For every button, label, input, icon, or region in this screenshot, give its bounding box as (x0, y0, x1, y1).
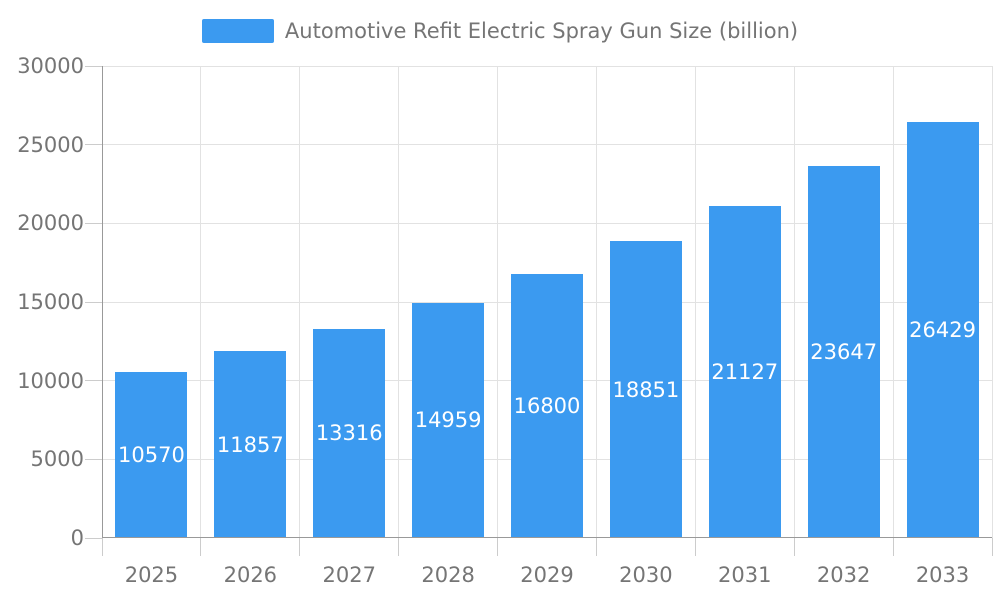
bar-value-label: 18851 (612, 377, 680, 402)
gridline-vertical (299, 66, 301, 538)
gridline-vertical (595, 66, 597, 538)
x-axis-label: 2028 (421, 563, 475, 587)
y-axis-label: 20000 (17, 211, 84, 236)
gridline-vertical (398, 66, 400, 538)
x-axis-label: 2030 (619, 563, 673, 587)
y-axis-tick (85, 301, 102, 303)
y-axis-label: 5000 (30, 447, 84, 472)
gridline-vertical (793, 66, 795, 538)
x-axis-label: 2031 (718, 563, 772, 587)
y-axis-line (102, 66, 103, 538)
x-axis-label: 2032 (816, 563, 871, 587)
gridline-vertical (991, 66, 993, 538)
y-axis-label: 10000 (17, 368, 84, 393)
x-axis-tick (793, 538, 795, 556)
legend-swatch[interactable] (201, 19, 274, 43)
y-axis-tick (85, 65, 102, 67)
bar-value-label: 13316 (315, 421, 383, 446)
bar[interactable] (412, 302, 485, 538)
bar-value-label: 16800 (513, 393, 581, 418)
gridline-vertical (497, 66, 499, 538)
y-axis-tick (85, 380, 102, 382)
x-axis-label: 2025 (124, 563, 179, 587)
bar[interactable] (214, 351, 287, 538)
x-axis-tick (892, 538, 894, 556)
x-axis-tick (200, 538, 202, 556)
x-axis-tick (101, 538, 103, 556)
bar[interactable] (708, 205, 781, 538)
y-axis-tick (85, 144, 102, 146)
y-axis-label: 25000 (17, 132, 84, 157)
plot-area: 0 5000 10000 15000 20000 25000 30000 10570 2025 1… (17, 54, 993, 587)
x-axis-tick (497, 538, 499, 556)
bar-value-label: 23647 (810, 339, 878, 364)
bar[interactable] (511, 273, 583, 538)
x-axis-tick (991, 538, 993, 556)
x-axis-tick (398, 538, 400, 556)
y-axis-label: 0 (70, 526, 84, 550)
y-axis-tick (85, 222, 102, 224)
x-axis-label: 2029 (520, 563, 574, 587)
gridline-horizontal (102, 144, 992, 146)
bar[interactable] (807, 165, 880, 538)
bar-value-label: 14959 (414, 408, 482, 433)
legend: Automotive Refit Electric Spray Gun Size… (0, 19, 1000, 43)
x-axis-label: 2026 (223, 563, 278, 587)
bar[interactable] (609, 241, 682, 538)
bar[interactable] (313, 328, 386, 538)
gridline-vertical (200, 66, 202, 538)
bar-value-label: 10570 (118, 442, 185, 467)
legend-label[interactable]: Automotive Refit Electric Spray Gun Size… (284, 19, 799, 43)
x-axis-label: 2027 (322, 563, 376, 587)
bar-value-label: 11857 (216, 432, 284, 457)
x-axis-tick (595, 538, 597, 556)
y-axis-tick (85, 537, 102, 539)
bar[interactable] (906, 122, 979, 538)
bar-value-label: 26429 (909, 318, 976, 343)
x-axis-label: 2033 (915, 563, 970, 587)
x-axis-line (102, 537, 992, 538)
gridline-vertical (694, 66, 696, 538)
x-axis-tick (694, 538, 696, 556)
gridline-vertical (892, 66, 894, 538)
gridline-horizontal (102, 65, 992, 67)
bar-value-label: 21127 (711, 359, 779, 384)
x-axis-tick (299, 538, 301, 556)
gridline-horizontal (102, 222, 992, 224)
y-axis-tick (85, 458, 102, 460)
y-axis-label: 15000 (17, 290, 84, 314)
y-axis-label: 30000 (17, 54, 84, 78)
bar[interactable] (115, 371, 188, 538)
